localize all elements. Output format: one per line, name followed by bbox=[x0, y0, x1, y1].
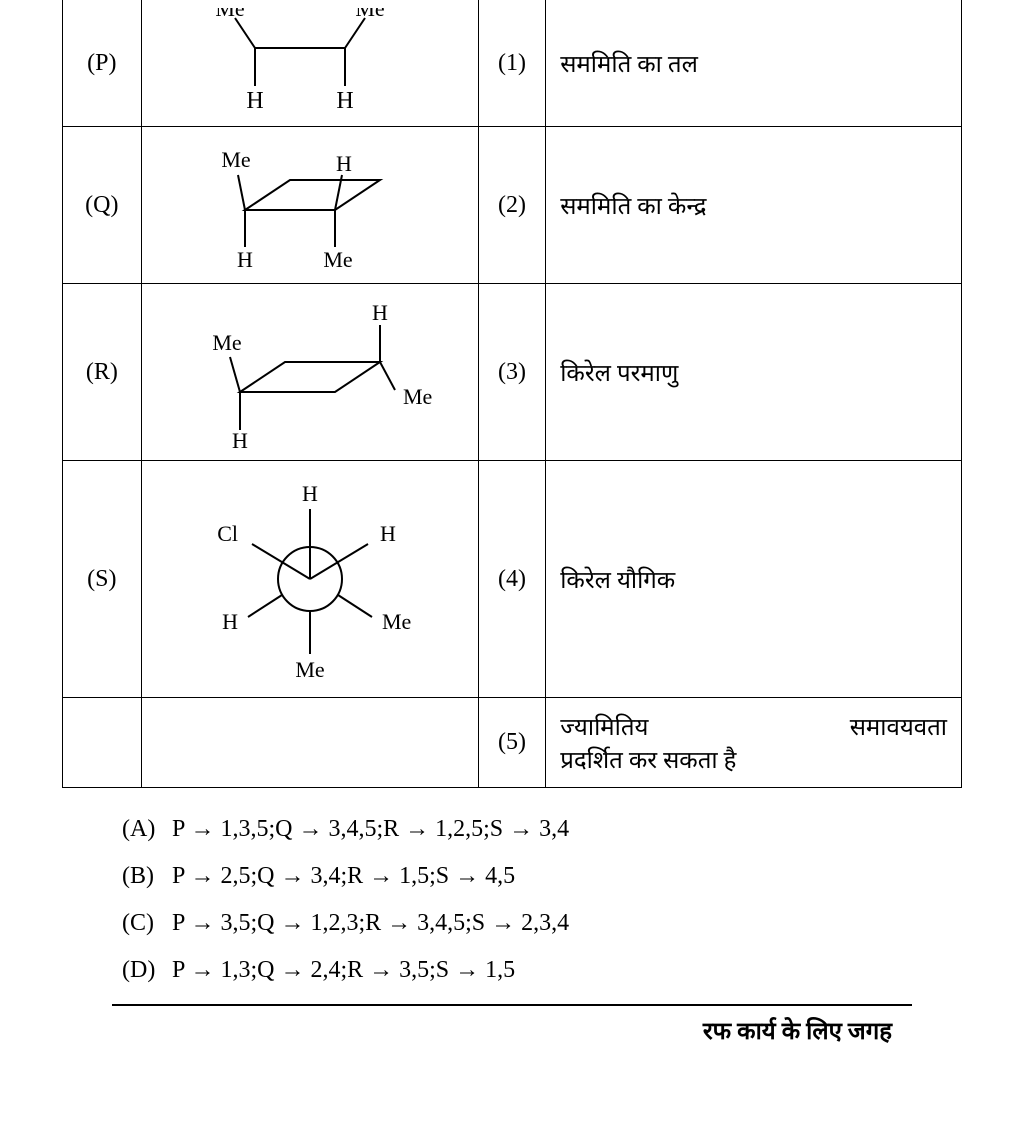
row-5-num: (5) bbox=[478, 698, 545, 788]
row-3-desc: किरेल परमाणु bbox=[546, 284, 962, 461]
page-container: (P) Me Me H H (1) सममिति का तल (Q) bbox=[62, 0, 962, 1047]
option-label: (B) bbox=[122, 863, 166, 890]
group-label: Me bbox=[323, 247, 352, 272]
structure-p-svg: Me Me H H bbox=[200, 8, 420, 118]
group-label: H bbox=[336, 88, 353, 114]
group-label: Me bbox=[221, 147, 250, 172]
row-5-desc-b: समावयवता bbox=[850, 710, 947, 743]
option-a: (A) P → 1,3,5;Q → 3,4,5;R → 1,2,5;S → 3,… bbox=[122, 816, 962, 843]
row-p-label: (P) bbox=[63, 0, 142, 127]
row-5-desc-a: ज्यामितिय bbox=[560, 710, 648, 743]
group-label: Me bbox=[215, 8, 244, 21]
group-label: Me bbox=[382, 609, 411, 634]
group-label: Cl bbox=[217, 521, 238, 546]
row-2-num: (2) bbox=[478, 127, 545, 284]
group-label: Me bbox=[355, 8, 384, 21]
option-text: P → 2,5;Q → 3,4;R → 1,5;S → 4,5 bbox=[172, 863, 515, 889]
row-5-empty-struct bbox=[141, 698, 478, 788]
table-row: (P) Me Me H H (1) सममिति का तल bbox=[63, 0, 962, 127]
answer-options: (A) P → 1,3,5;Q → 3,4,5;R → 1,2,5;S → 3,… bbox=[122, 816, 962, 984]
group-label: H bbox=[237, 247, 253, 272]
row-4-desc: किरेल यौगिक bbox=[546, 461, 962, 698]
row-p-structure: Me Me H H bbox=[141, 0, 478, 127]
option-text: P → 1,3;Q → 2,4;R → 3,5;S → 1,5 bbox=[172, 957, 515, 983]
group-label: H bbox=[336, 151, 352, 176]
row-r-structure: Me H H Me bbox=[141, 284, 478, 461]
option-label: (C) bbox=[122, 910, 166, 937]
group-label: H bbox=[380, 521, 396, 546]
group-label: Me bbox=[403, 384, 432, 409]
table-row: (5) ज्यामितिय समावयवता प्रदर्शित कर सकता… bbox=[63, 698, 962, 788]
row-4-num: (4) bbox=[478, 461, 545, 698]
group-label: Me bbox=[212, 330, 241, 355]
group-label: H bbox=[302, 481, 318, 506]
footer-text: रफ कार्य के लिए जगह bbox=[62, 1014, 892, 1047]
option-text: P → 3,5;Q → 1,2,3;R → 3,4,5;S → 2,3,4 bbox=[172, 910, 569, 936]
row-5-empty-label bbox=[63, 698, 142, 788]
group-label: H bbox=[232, 428, 248, 452]
row-5-desc-line2: प्रदर्शित कर सकता है bbox=[560, 743, 947, 776]
structure-q-svg: Me H H Me bbox=[190, 135, 430, 275]
table-row: (S) H Cl H Me H Me bbox=[63, 461, 962, 698]
option-text: P → 1,3,5;Q → 3,4,5;R → 1,2,5;S → 3,4 bbox=[172, 816, 569, 842]
divider bbox=[112, 1004, 912, 1006]
group-label: Me bbox=[295, 657, 324, 682]
row-5-desc: ज्यामितिय समावयवता प्रदर्शित कर सकता है bbox=[546, 698, 962, 788]
option-c: (C) P → 3,5;Q → 1,2,3;R → 3,4,5;S → 2,3,… bbox=[122, 910, 962, 937]
option-b: (B) P → 2,5;Q → 3,4;R → 1,5;S → 4,5 bbox=[122, 863, 962, 890]
row-s-label: (S) bbox=[63, 461, 142, 698]
row-r-label: (R) bbox=[63, 284, 142, 461]
group-label: H bbox=[246, 88, 263, 114]
row-1-num: (1) bbox=[478, 0, 545, 127]
row-q-structure: Me H H Me bbox=[141, 127, 478, 284]
group-label: H bbox=[372, 300, 388, 325]
row-3-num: (3) bbox=[478, 284, 545, 461]
row-q-label: (Q) bbox=[63, 127, 142, 284]
option-label: (D) bbox=[122, 957, 166, 984]
table-row: (R) Me H H Me (3) किरेल परमाणु bbox=[63, 284, 962, 461]
structure-r-svg: Me H H Me bbox=[185, 292, 435, 452]
table-row: (Q) Me H H Me (2) सममिति का केन्द्र bbox=[63, 127, 962, 284]
option-label: (A) bbox=[122, 816, 166, 843]
row-s-structure: H Cl H Me H Me bbox=[141, 461, 478, 698]
row-2-desc: सममिति का केन्द्र bbox=[546, 127, 962, 284]
match-table: (P) Me Me H H (1) सममिति का तल (Q) bbox=[62, 0, 962, 788]
row-1-desc: सममिति का तल bbox=[546, 0, 962, 127]
group-label: H bbox=[222, 609, 238, 634]
option-d: (D) P → 1,3;Q → 2,4;R → 3,5;S → 1,5 bbox=[122, 957, 962, 984]
structure-s-newman-svg: H Cl H Me H Me bbox=[190, 469, 430, 689]
